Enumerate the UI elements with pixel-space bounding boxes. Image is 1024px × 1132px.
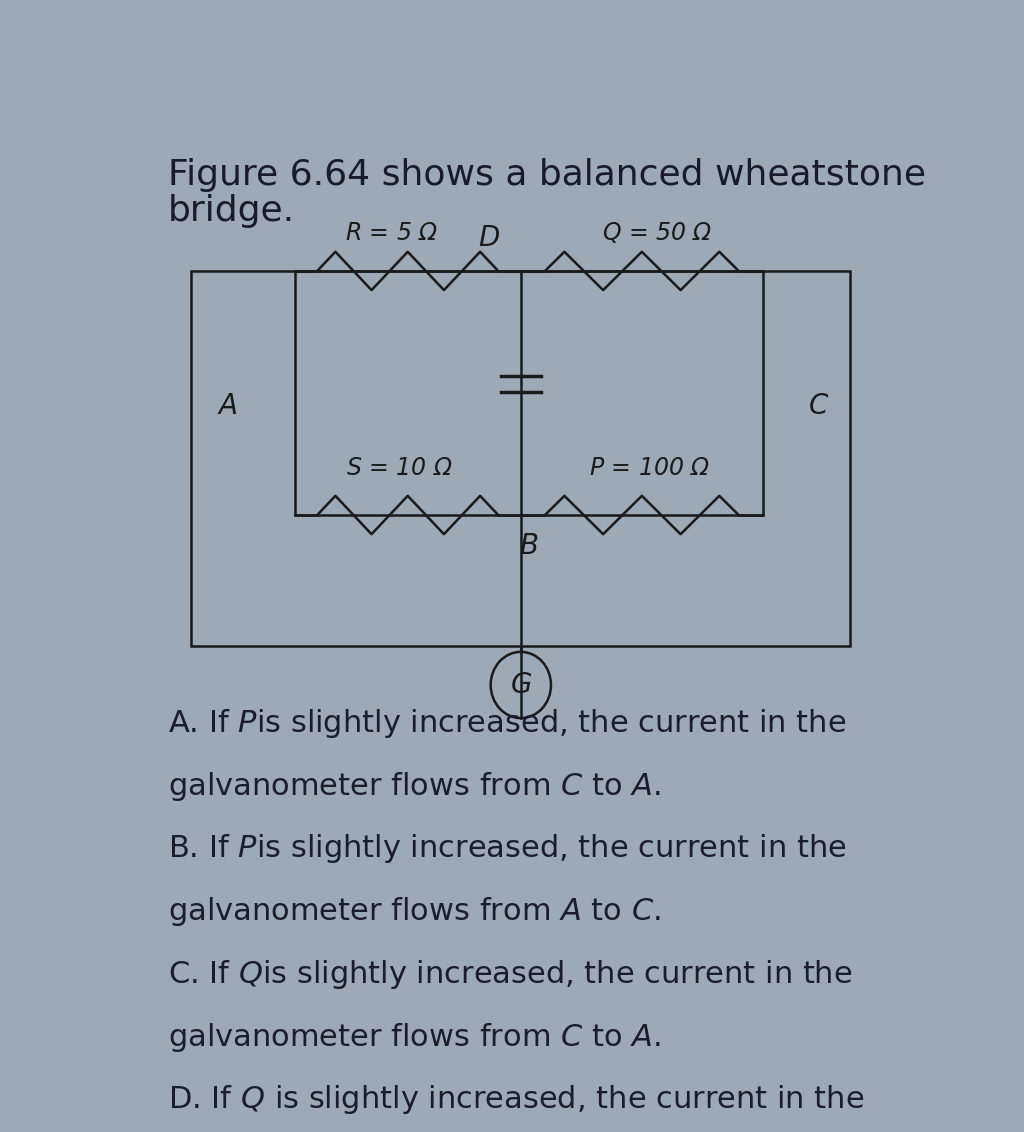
- Text: bridge.: bridge.: [168, 195, 295, 229]
- Text: $C$: $C$: [808, 392, 829, 420]
- Text: B. If $\mathit{P}$is slightly increased, the current in the: B. If $\mathit{P}$is slightly increased,…: [168, 832, 846, 865]
- Text: galvanometer flows from $\mathit{C}$ to $\mathit{A}$.: galvanometer flows from $\mathit{C}$ to …: [168, 1021, 660, 1054]
- Text: $R$ = 5 Ω: $R$ = 5 Ω: [345, 221, 438, 245]
- Circle shape: [490, 652, 551, 718]
- Bar: [191, 271, 850, 645]
- Text: Figure 6.64 shows a balanced wheatstone: Figure 6.64 shows a balanced wheatstone: [168, 157, 926, 191]
- Text: $P$ = 100 Ω: $P$ = 100 Ω: [589, 456, 711, 480]
- Text: C. If $\mathit{Q}$is slightly increased, the current in the: C. If $\mathit{Q}$is slightly increased,…: [168, 958, 852, 990]
- Bar: [295, 271, 763, 515]
- Text: $D$: $D$: [478, 224, 500, 251]
- Text: $B$: $B$: [519, 532, 539, 560]
- Text: A. If $\mathit{P}$is slightly increased, the current in the: A. If $\mathit{P}$is slightly increased,…: [168, 706, 846, 740]
- Text: $S$ = 10 Ω: $S$ = 10 Ω: [346, 456, 454, 480]
- Text: $Q$ = 50 Ω: $Q$ = 50 Ω: [602, 220, 713, 245]
- Text: $G$: $G$: [510, 671, 531, 698]
- Text: D. If $\mathit{Q}$ is slightly increased, the current in the: D. If $\mathit{Q}$ is slightly increased…: [168, 1083, 864, 1116]
- Text: galvanometer flows from $\mathit{A}$ to $\mathit{C}$.: galvanometer flows from $\mathit{A}$ to …: [168, 895, 660, 928]
- Text: galvanometer flows from $\mathit{C}$ to $\mathit{A}$.: galvanometer flows from $\mathit{C}$ to …: [168, 770, 660, 803]
- Text: $A$: $A$: [217, 392, 238, 420]
